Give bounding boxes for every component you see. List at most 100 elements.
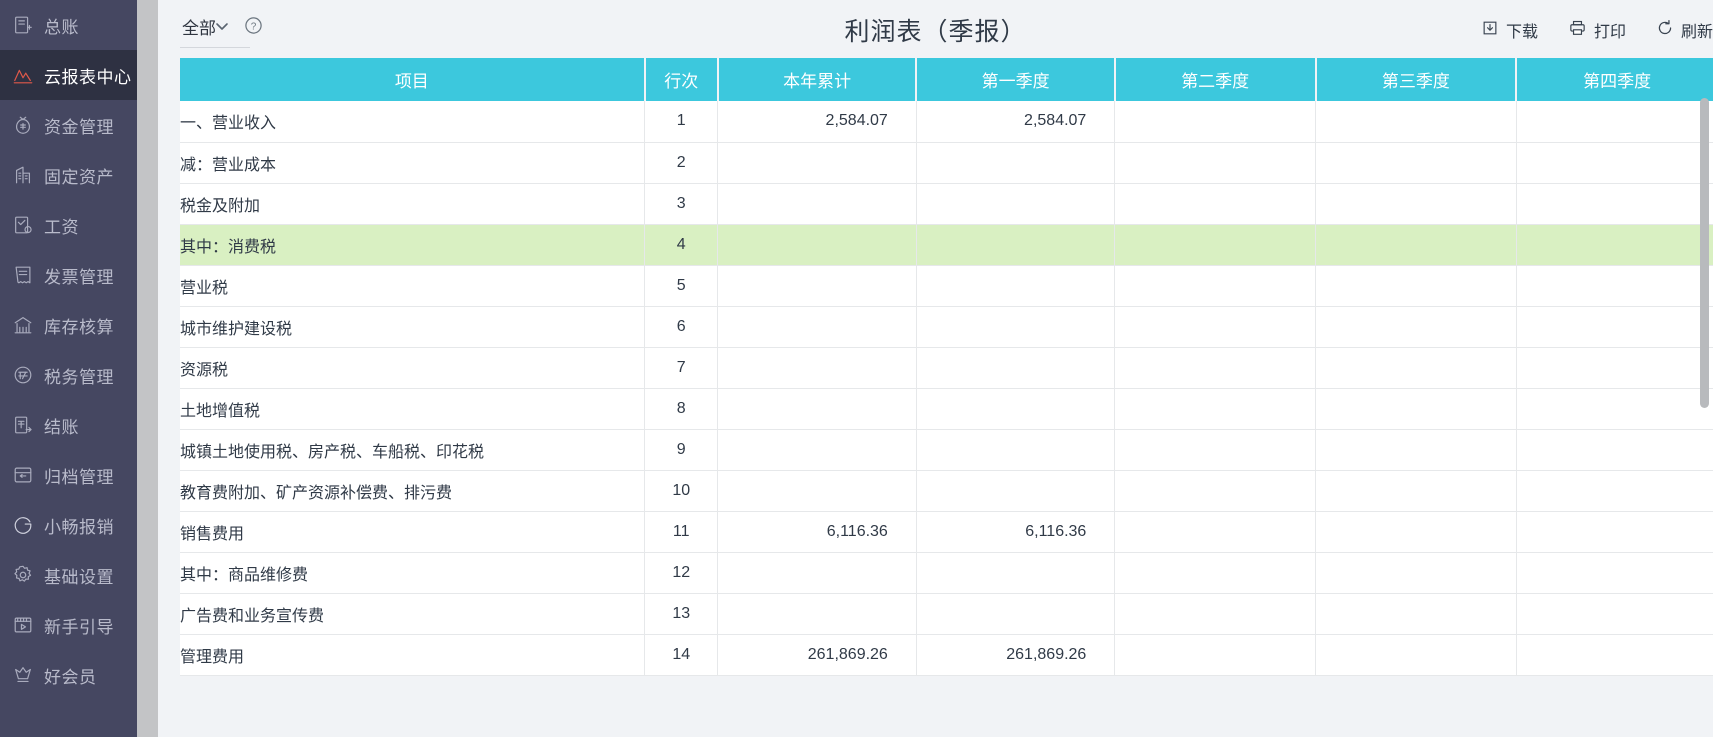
cell-q1[interactable] bbox=[916, 388, 1116, 430]
sidebar-item-2[interactable]: 资金管理 bbox=[0, 100, 137, 150]
cell-q2[interactable] bbox=[1114, 142, 1317, 184]
cell-q2[interactable] bbox=[1114, 429, 1317, 471]
cell-q4[interactable] bbox=[1516, 306, 1713, 348]
cell-q1[interactable] bbox=[916, 347, 1116, 389]
cell-q1[interactable] bbox=[916, 306, 1116, 348]
cell-q2[interactable] bbox=[1114, 224, 1317, 266]
cell-item[interactable]: 其中：商品维修费 bbox=[180, 552, 646, 594]
cell-item[interactable]: 销售费用 bbox=[180, 511, 646, 553]
sidebar-item-3[interactable]: 固定资产 bbox=[0, 150, 137, 200]
cell-q2[interactable] bbox=[1114, 593, 1317, 635]
cell-ytd[interactable] bbox=[717, 224, 917, 266]
cell-q3[interactable] bbox=[1315, 142, 1517, 184]
cell-line-number[interactable]: 9 bbox=[644, 429, 719, 471]
scope-filter-value[interactable]: 全部 bbox=[180, 14, 250, 48]
cell-line-number[interactable]: 14 bbox=[644, 634, 719, 676]
download-button[interactable]: 下载 bbox=[1481, 18, 1538, 42]
table-row[interactable]: 税金及附加 3 bbox=[180, 183, 1713, 225]
cell-q4[interactable] bbox=[1516, 552, 1713, 594]
cell-line-number[interactable]: 8 bbox=[644, 388, 719, 430]
cell-line-number[interactable]: 11 bbox=[644, 511, 719, 553]
cell-q4[interactable] bbox=[1516, 511, 1713, 553]
cell-q1[interactable] bbox=[916, 593, 1116, 635]
cell-q3[interactable] bbox=[1315, 511, 1517, 553]
cell-q4[interactable] bbox=[1516, 634, 1713, 676]
cell-line-number[interactable]: 3 bbox=[644, 183, 719, 225]
table-row[interactable]: 广告费和业务宣传费 13 bbox=[180, 593, 1713, 635]
table-row[interactable]: 减：营业成本 2 bbox=[180, 142, 1713, 184]
sidebar-item-9[interactable]: 归档管理 bbox=[0, 450, 137, 500]
sidebar-item-7[interactable]: 税务管理 bbox=[0, 350, 137, 400]
cell-q3[interactable] bbox=[1315, 183, 1517, 225]
cell-q3[interactable] bbox=[1315, 224, 1517, 266]
cell-ytd[interactable]: 6,116.36 bbox=[717, 511, 917, 553]
cell-item[interactable]: 营业税 bbox=[180, 265, 646, 307]
cell-q3[interactable] bbox=[1315, 429, 1517, 471]
sidebar-item-8[interactable]: 结账 bbox=[0, 400, 137, 450]
cell-q4[interactable] bbox=[1516, 429, 1713, 471]
sidebar-item-5[interactable]: 发票管理 bbox=[0, 250, 137, 300]
cell-item[interactable]: 减：营业成本 bbox=[180, 142, 646, 184]
cell-q2[interactable] bbox=[1114, 183, 1317, 225]
cell-line-number[interactable]: 5 bbox=[644, 265, 719, 307]
cell-item[interactable]: 资源税 bbox=[180, 347, 646, 389]
cell-q2[interactable] bbox=[1114, 347, 1317, 389]
table-row[interactable]: 销售费用 11 6,116.36 6,116.36 bbox=[180, 511, 1713, 553]
cell-q1[interactable] bbox=[916, 142, 1116, 184]
cell-q1[interactable] bbox=[916, 552, 1116, 594]
cell-item[interactable]: 一、营业收入 bbox=[180, 101, 646, 143]
vertical-scrollbar-thumb[interactable] bbox=[1700, 98, 1709, 408]
cell-line-number[interactable]: 7 bbox=[644, 347, 719, 389]
column-header-4[interactable]: 第二季度 bbox=[1114, 58, 1317, 101]
cell-q1[interactable] bbox=[916, 429, 1116, 471]
table-row[interactable]: 管理费用 14 261,869.26 261,869.26 bbox=[180, 634, 1713, 676]
cell-ytd[interactable] bbox=[717, 593, 917, 635]
cell-q1[interactable]: 2,584.07 bbox=[916, 101, 1116, 143]
cell-ytd[interactable] bbox=[717, 347, 917, 389]
cell-q2[interactable] bbox=[1114, 552, 1317, 594]
cell-ytd[interactable] bbox=[717, 429, 917, 471]
cell-item[interactable]: 管理费用 bbox=[180, 634, 646, 676]
table-row[interactable]: 其中：消费税 4 bbox=[180, 224, 1713, 266]
cell-q2[interactable] bbox=[1114, 265, 1317, 307]
cell-q1[interactable] bbox=[916, 265, 1116, 307]
sidebar-item-13[interactable]: 好会员 bbox=[0, 650, 137, 700]
cell-q3[interactable] bbox=[1315, 306, 1517, 348]
column-header-5[interactable]: 第三季度 bbox=[1315, 58, 1518, 101]
table-row[interactable]: 其中：商品维修费 12 bbox=[180, 552, 1713, 594]
table-row[interactable]: 教育费附加、矿产资源补偿费、排污费 10 bbox=[180, 470, 1713, 512]
cell-item[interactable]: 城市维护建设税 bbox=[180, 306, 646, 348]
cell-q3[interactable] bbox=[1315, 101, 1517, 143]
print-button[interactable]: 打印 bbox=[1568, 18, 1626, 42]
sidebar-item-0[interactable]: 总账 bbox=[0, 0, 137, 50]
cell-line-number[interactable]: 10 bbox=[644, 470, 719, 512]
cell-q4[interactable] bbox=[1516, 593, 1713, 635]
scope-filter[interactable]: 全部 ? bbox=[180, 8, 263, 52]
cell-q4[interactable] bbox=[1516, 388, 1713, 430]
cell-q2[interactable] bbox=[1114, 388, 1317, 430]
cell-q3[interactable] bbox=[1315, 347, 1517, 389]
cell-q3[interactable] bbox=[1315, 470, 1517, 512]
cell-q2[interactable] bbox=[1114, 634, 1317, 676]
cell-item[interactable]: 城镇土地使用税、房产税、车船税、印花税 bbox=[180, 429, 646, 471]
table-row[interactable]: 土地增值税 8 bbox=[180, 388, 1713, 430]
cell-q3[interactable] bbox=[1315, 634, 1517, 676]
cell-line-number[interactable]: 12 bbox=[644, 552, 719, 594]
cell-line-number[interactable]: 13 bbox=[644, 593, 719, 635]
column-header-6[interactable]: 第四季度 bbox=[1516, 58, 1713, 101]
sidebar-item-1[interactable]: 云报表中心 bbox=[0, 50, 137, 100]
cell-q3[interactable] bbox=[1315, 593, 1517, 635]
cell-line-number[interactable]: 4 bbox=[644, 224, 719, 266]
cell-item[interactable]: 税金及附加 bbox=[180, 183, 646, 225]
sidebar-scroll-gutter[interactable] bbox=[137, 0, 158, 737]
cell-item[interactable]: 其中：消费税 bbox=[180, 224, 646, 266]
cell-ytd[interactable] bbox=[717, 470, 917, 512]
cell-q1[interactable] bbox=[916, 183, 1116, 225]
cell-ytd[interactable] bbox=[717, 388, 917, 430]
cell-q4[interactable] bbox=[1516, 142, 1713, 184]
cell-q3[interactable] bbox=[1315, 552, 1517, 594]
cell-ytd[interactable] bbox=[717, 183, 917, 225]
cell-q1[interactable] bbox=[916, 224, 1116, 266]
column-header-1[interactable]: 行次 bbox=[644, 58, 719, 101]
cell-q2[interactable] bbox=[1114, 470, 1317, 512]
